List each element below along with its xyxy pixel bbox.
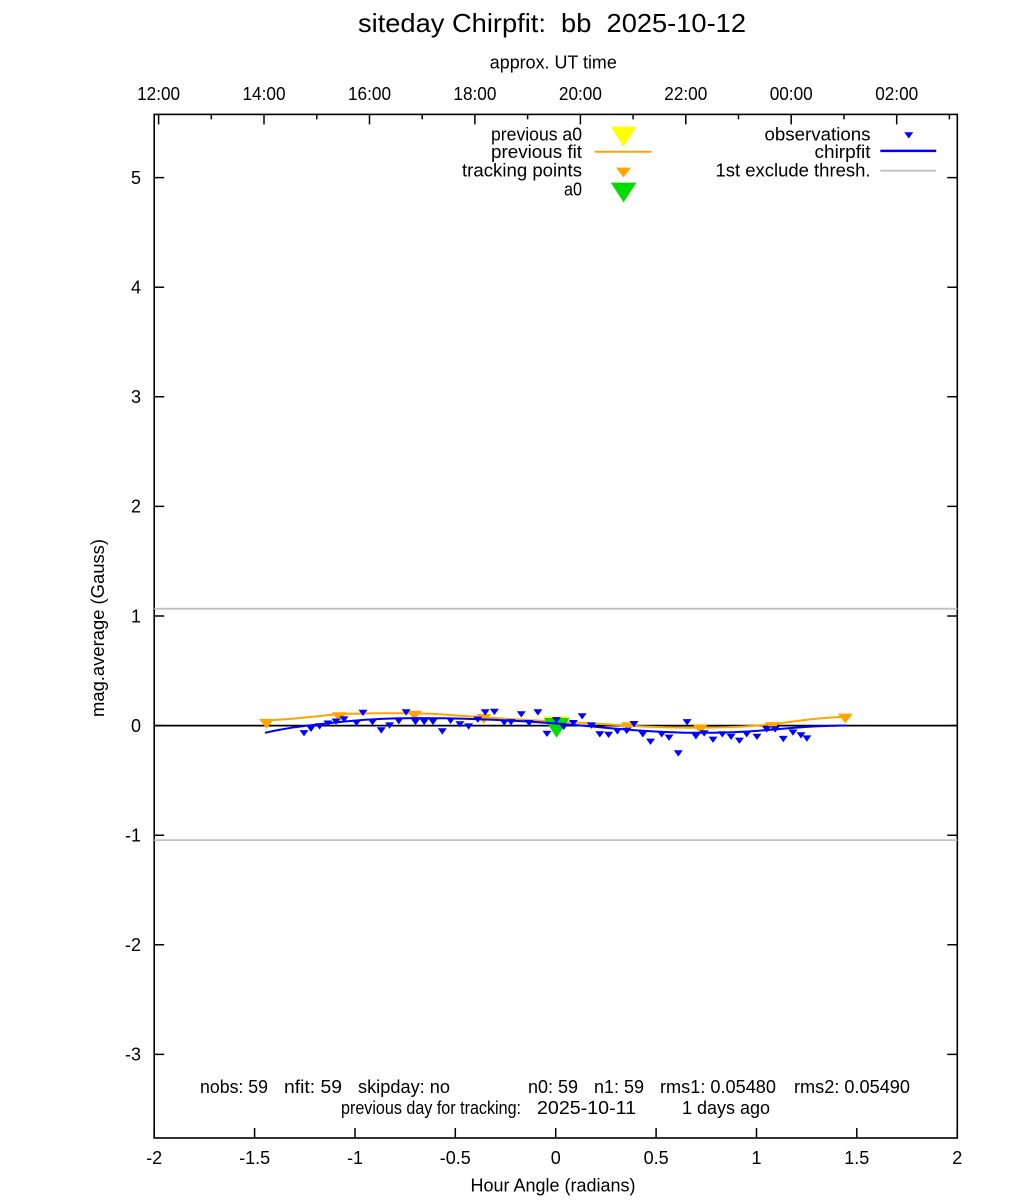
- svg-text:02:00: 02:00: [875, 84, 918, 104]
- svg-text:1st exclude thresh.: 1st exclude thresh.: [716, 161, 871, 181]
- svg-text:n0: 59: n0: 59: [528, 1077, 578, 1097]
- svg-text:00:00: 00:00: [770, 84, 813, 104]
- svg-text:-1: -1: [125, 826, 141, 846]
- svg-text:a0: a0: [564, 179, 582, 199]
- svg-text:1: 1: [751, 1148, 761, 1168]
- svg-text:1: 1: [131, 606, 141, 626]
- svg-text:-1: -1: [347, 1148, 363, 1168]
- svg-text:approx. UT time: approx. UT time: [490, 53, 617, 73]
- svg-text:rms1: 0.05480: rms1: 0.05480: [660, 1077, 776, 1097]
- svg-text:3: 3: [131, 387, 141, 407]
- svg-text:2: 2: [131, 497, 141, 517]
- svg-text:0: 0: [551, 1148, 561, 1168]
- svg-text:-0.5: -0.5: [440, 1148, 471, 1168]
- svg-text:nobs: 59: nobs: 59: [200, 1077, 268, 1097]
- svg-text:observations: observations: [765, 124, 871, 144]
- svg-text:2: 2: [952, 1148, 962, 1168]
- svg-text:12:00: 12:00: [137, 84, 180, 104]
- svg-text:previous day for tracking:: previous day for tracking:: [341, 1098, 521, 1118]
- svg-text:chirpfit: chirpfit: [815, 142, 871, 162]
- svg-text:siteday Chirpfit: bb 2025-10: siteday Chirpfit: bb 2025-10-12: [358, 8, 746, 38]
- svg-text:14:00: 14:00: [243, 84, 286, 104]
- svg-text:Hour Angle (radians): Hour Angle (radians): [471, 1176, 636, 1196]
- svg-text:tracking points: tracking points: [462, 161, 582, 181]
- svg-text:0: 0: [131, 716, 141, 736]
- svg-text:-2: -2: [125, 935, 141, 955]
- svg-text:nfit: 59: nfit: 59: [284, 1077, 342, 1097]
- svg-text:5: 5: [131, 168, 141, 188]
- svg-text:4: 4: [131, 278, 141, 298]
- svg-text:16:00: 16:00: [348, 84, 391, 104]
- svg-text:-3: -3: [125, 1045, 141, 1065]
- svg-text:mag.average (Gauss): mag.average (Gauss): [88, 539, 108, 717]
- svg-text:-2: -2: [146, 1148, 162, 1168]
- svg-text:rms2: 0.05490: rms2: 0.05490: [794, 1077, 910, 1097]
- svg-text:1.5: 1.5: [844, 1148, 869, 1168]
- svg-text:previous a0: previous a0: [491, 124, 582, 144]
- svg-text:0.5: 0.5: [644, 1148, 669, 1168]
- svg-text:20:00: 20:00: [559, 84, 602, 104]
- svg-text:-1.5: -1.5: [239, 1148, 270, 1168]
- svg-text:18:00: 18:00: [453, 84, 496, 104]
- svg-text:2025-10-11: 2025-10-11: [537, 1098, 636, 1118]
- svg-text:previous fit: previous fit: [491, 142, 582, 162]
- svg-text:skipday: no: skipday: no: [358, 1077, 450, 1097]
- svg-text:1 days ago: 1 days ago: [682, 1098, 770, 1118]
- svg-text:n1: 59: n1: 59: [594, 1077, 644, 1097]
- svg-text:22:00: 22:00: [664, 84, 707, 104]
